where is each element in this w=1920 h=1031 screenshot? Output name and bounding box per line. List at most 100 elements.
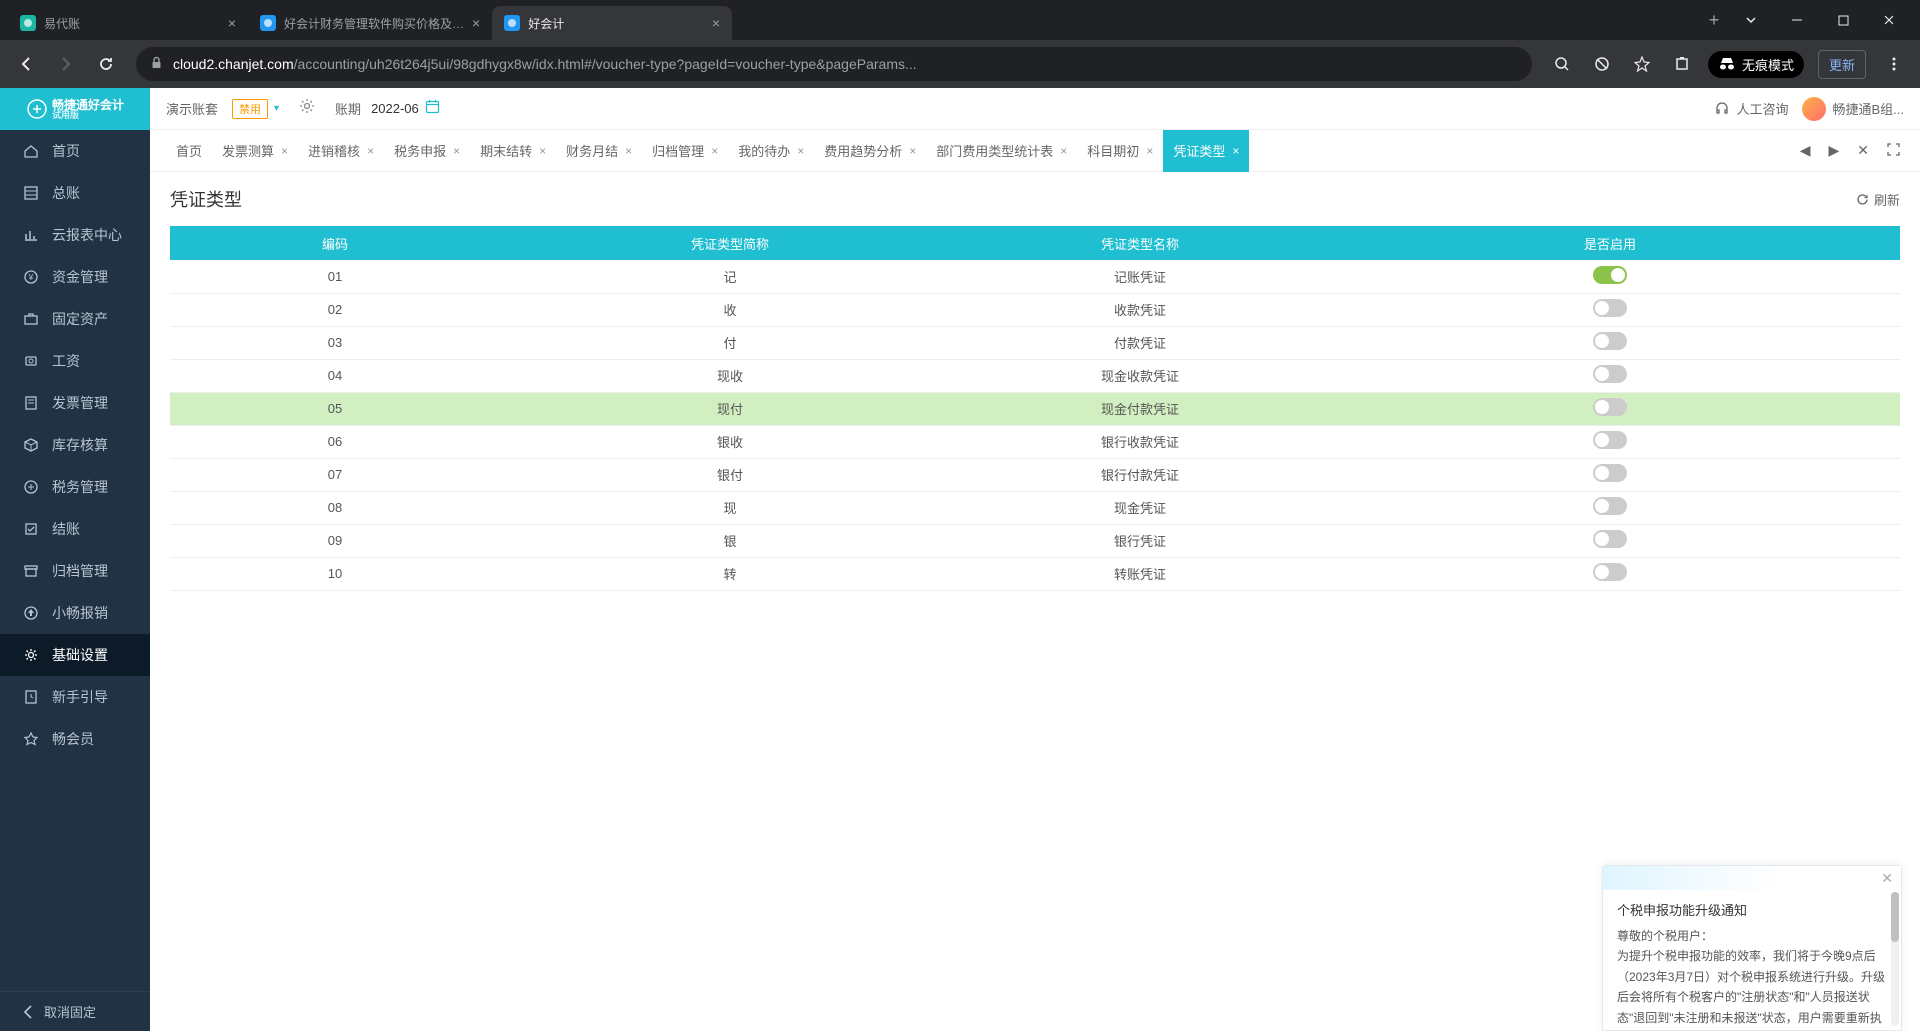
maximize-button[interactable] (1820, 4, 1866, 36)
sidebar-item-money[interactable]: ¥资金管理 (0, 256, 150, 298)
period-value[interactable]: 2022-06 (371, 101, 419, 116)
page-tab-10[interactable]: 科目期初× (1077, 130, 1163, 172)
extension-icon[interactable] (1584, 46, 1620, 82)
page-tab-0[interactable]: 首页 (166, 130, 212, 172)
table-row[interactable]: 10 转 转账凭证 (170, 557, 1900, 590)
tab-close-icon[interactable]: × (1232, 144, 1239, 158)
tab-close-icon[interactable]: × (909, 144, 916, 158)
sidebar-item-tax[interactable]: 税务管理 (0, 466, 150, 508)
sidebar-item-chart[interactable]: 云报表中心 (0, 214, 150, 256)
page-tab-label: 归档管理 (652, 141, 704, 160)
table-row[interactable]: 01 记 记账凭证 (170, 260, 1900, 293)
sidebar-item-guide[interactable]: 新手引导 (0, 676, 150, 718)
enable-toggle[interactable] (1593, 530, 1627, 548)
calendar-icon[interactable] (425, 99, 440, 119)
app-logo[interactable]: 畅捷通好会计试用版 (0, 88, 150, 130)
settings-gear-icon[interactable] (299, 98, 315, 119)
enable-toggle[interactable] (1593, 332, 1627, 350)
tab-close-icon[interactable]: × (367, 144, 374, 158)
update-button[interactable]: 更新 (1818, 50, 1866, 79)
page-tab-2[interactable]: 进销稽核× (298, 130, 384, 172)
bookmark-icon[interactable] (1624, 46, 1660, 82)
back-button[interactable] (8, 46, 44, 82)
zoom-icon[interactable] (1544, 46, 1580, 82)
table-row[interactable]: 06 银收 银行收款凭证 (170, 425, 1900, 458)
user-menu[interactable]: 畅捷通B组... (1802, 97, 1904, 121)
incognito-badge[interactable]: 无痕模式 (1708, 51, 1804, 78)
minimize-button[interactable] (1774, 4, 1820, 36)
enable-toggle[interactable] (1593, 398, 1627, 416)
notification-scrollbar[interactable] (1891, 892, 1899, 1026)
enable-toggle[interactable] (1593, 431, 1627, 449)
page-tab-11[interactable]: 凭证类型× (1163, 130, 1249, 172)
sidebar-item-invoice[interactable]: 发票管理 (0, 382, 150, 424)
browser-tab-0[interactable]: 易代账× (8, 6, 248, 40)
table-row[interactable]: 07 银付 银行付款凭证 (170, 458, 1900, 491)
page-tab-6[interactable]: 归档管理 × (642, 130, 728, 172)
tab-close-icon[interactable]: × (1060, 144, 1067, 158)
browser-tab-1[interactable]: 好会计财务管理软件购买价格及…× (248, 6, 492, 40)
tabs-close-all-button[interactable]: ✕ (1853, 138, 1873, 163)
tab-close-icon[interactable]: × (625, 144, 632, 158)
enable-toggle[interactable] (1593, 266, 1627, 284)
enable-toggle[interactable] (1593, 299, 1627, 317)
table-row[interactable]: 09 银 银行凭证 (170, 524, 1900, 557)
page-tab-5[interactable]: 财务月结× (556, 130, 642, 172)
sidebar-item-home[interactable]: 首页 (0, 130, 150, 172)
browser-tab-2[interactable]: 好会计× (492, 6, 732, 40)
table-row[interactable]: 05 现付 现金付款凭证 (170, 392, 1900, 425)
sidebar-item-vip[interactable]: 畅会员 (0, 718, 150, 760)
page-tab-4[interactable]: 期末结转× (470, 130, 556, 172)
account-name[interactable]: 演示账套 (166, 99, 218, 118)
page-tab-1[interactable]: 发票测算× (212, 130, 298, 172)
scrollbar-thumb[interactable] (1891, 892, 1899, 942)
forward-button[interactable] (48, 46, 84, 82)
menu-icon[interactable] (1876, 46, 1912, 82)
sidebar-item-asset[interactable]: 固定资产 (0, 298, 150, 340)
caret-down-icon[interactable] (1728, 4, 1774, 36)
enable-toggle[interactable] (1593, 464, 1627, 482)
table-row[interactable]: 03 付 付款凭证 (170, 326, 1900, 359)
tab-close-icon[interactable]: × (1146, 144, 1153, 158)
close-window-button[interactable] (1866, 4, 1912, 36)
svg-text:¥: ¥ (28, 273, 34, 282)
table-row[interactable]: 02 收 收款凭证 (170, 293, 1900, 326)
table-row[interactable]: 04 现收 现金收款凭证 (170, 359, 1900, 392)
tab-close-icon[interactable]: × (472, 15, 480, 31)
tabs-fullscreen-button[interactable] (1883, 139, 1904, 163)
new-tab-button[interactable]: + (1700, 6, 1728, 34)
notification-title: 个税申报功能升级通知 (1617, 900, 1887, 922)
page-tab-9[interactable]: 部门费用类型统计表× (926, 130, 1077, 172)
notification-close-icon[interactable]: ✕ (1881, 870, 1893, 887)
sidebar-unpin[interactable]: 取消固定 (0, 991, 150, 1031)
tab-close-icon[interactable]: × (228, 15, 236, 31)
page-tab-7[interactable]: 我的待办× (728, 130, 814, 172)
extensions-icon[interactable] (1664, 46, 1700, 82)
sidebar-item-ledger[interactable]: 总账 (0, 172, 150, 214)
sidebar-item-settings[interactable]: 基础设置 (0, 634, 150, 676)
account-dropdown[interactable]: ▾ (274, 103, 279, 114)
enable-toggle[interactable] (1593, 563, 1627, 581)
sidebar-item-stock[interactable]: 库存核算 (0, 424, 150, 466)
tabs-prev-button[interactable]: ◀ (1796, 138, 1815, 163)
support-link[interactable]: 人工咨询 (1714, 99, 1788, 118)
tab-close-icon[interactable]: × (539, 144, 546, 158)
tabs-next-button[interactable]: ▶ (1824, 138, 1843, 163)
address-bar[interactable]: cloud2.chanjet.com/accounting/uh26t264j5… (136, 47, 1532, 81)
reload-button[interactable] (88, 46, 124, 82)
sidebar-item-close[interactable]: 结账 (0, 508, 150, 550)
tab-close-icon[interactable]: × (712, 15, 720, 31)
sidebar-item-archive[interactable]: 归档管理 (0, 550, 150, 592)
refresh-button[interactable]: 刷新 (1856, 190, 1900, 209)
table-row[interactable]: 08 现 现金凭证 (170, 491, 1900, 524)
page-tab-8[interactable]: 费用趋势分析× (814, 130, 926, 172)
sidebar-item-reimburse[interactable]: 小畅报销 (0, 592, 150, 634)
enable-toggle[interactable] (1593, 497, 1627, 515)
tab-close-icon[interactable]: × (281, 144, 288, 158)
tab-close-icon[interactable]: × (453, 144, 460, 158)
tab-close-icon[interactable]: × (711, 144, 718, 158)
tab-close-icon[interactable]: × (797, 144, 804, 158)
enable-toggle[interactable] (1593, 365, 1627, 383)
page-tab-3[interactable]: 税务申报× (384, 130, 470, 172)
sidebar-item-salary[interactable]: 工资 (0, 340, 150, 382)
